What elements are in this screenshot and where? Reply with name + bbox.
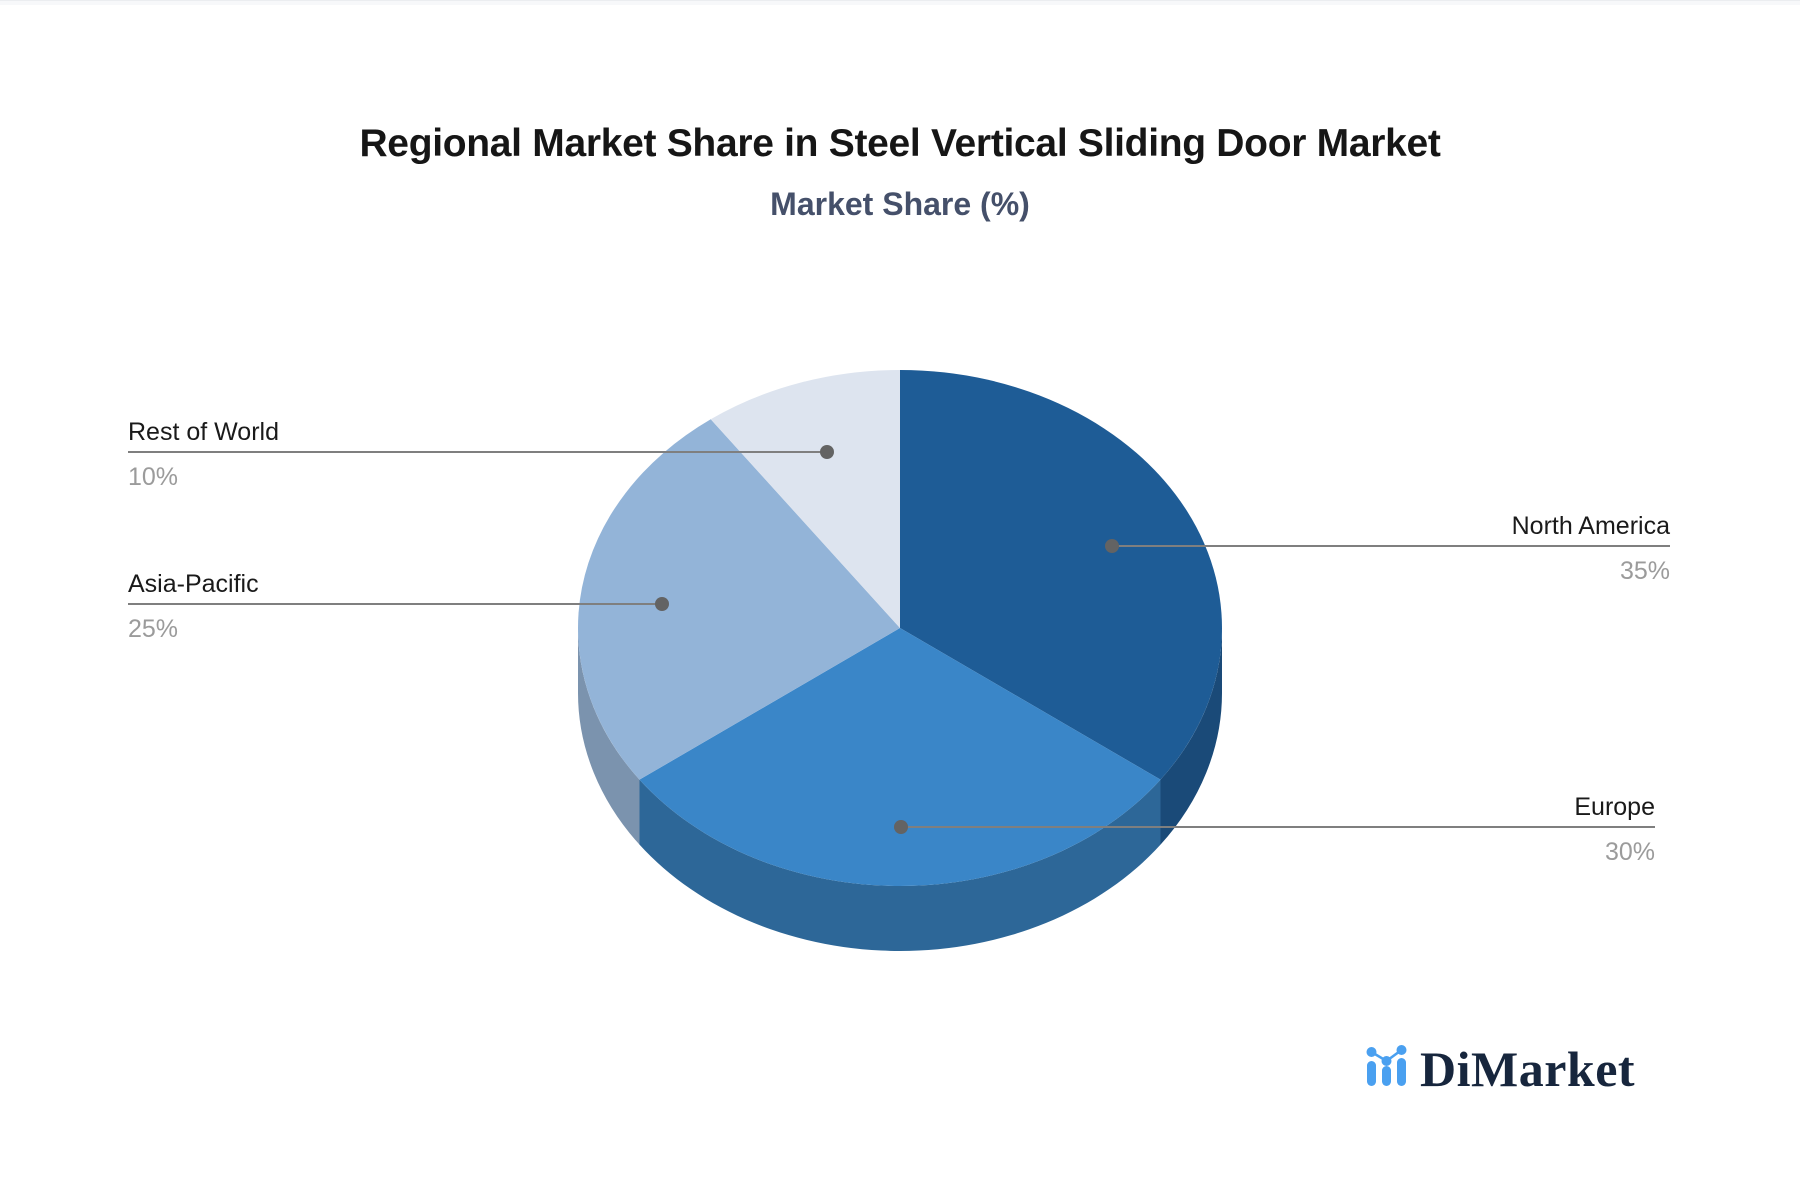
- leader-dot-icon: [1105, 539, 1119, 553]
- leader-dot-icon: [820, 445, 834, 459]
- leader-line-asia-pacific: [128, 597, 669, 611]
- leader-line-europe: [894, 820, 1655, 834]
- slice-label-europe: Europe: [1574, 793, 1655, 821]
- pie-slice-asia-pacific: [577, 419, 900, 780]
- slice-percent-rest-of-world: 10%: [128, 463, 179, 491]
- slice-percent-north-america: 35%: [1619, 557, 1670, 585]
- pie-slice-side-asia-pacific: [578, 628, 640, 845]
- leader-line-rest-of-world: [128, 445, 834, 459]
- slice-label-asia-pacific: Asia-Pacific: [128, 570, 259, 598]
- slice-label-rest-of-world: Rest of World: [128, 418, 279, 446]
- pie-slice-side-north-america: [1160, 628, 1222, 845]
- callout-north-america: North America 35%: [1105, 511, 1670, 586]
- slice-label-north-america: North America: [1511, 512, 1670, 540]
- slice-percent-europe: 30%: [1604, 838, 1655, 866]
- top-border-strip: [0, 0, 1800, 5]
- callout-rest-of-world: Rest of World 10%: [128, 417, 834, 492]
- brand-name: DiMarket: [1420, 1041, 1636, 1097]
- bar-line-chart-icon: [1366, 1045, 1407, 1086]
- leader-line-north-america: [1105, 539, 1670, 553]
- leader-dot-icon: [655, 597, 669, 611]
- callout-asia-pacific: Asia-Pacific 25%: [128, 569, 669, 644]
- chart-subtitle: Market Share (%): [770, 186, 1030, 222]
- pie-slice-side-europe: [639, 779, 1161, 951]
- pie-slice-north-america: [900, 370, 1222, 780]
- pie-slice-europe: [639, 628, 1161, 886]
- leader-dot-icon: [894, 820, 908, 834]
- chart-title: Regional Market Share in Steel Vertical …: [359, 122, 1441, 165]
- slice-percent-asia-pacific: 25%: [128, 615, 179, 643]
- callout-europe: Europe 30%: [894, 792, 1655, 867]
- pie-slice-rest-of-world: [710, 370, 900, 628]
